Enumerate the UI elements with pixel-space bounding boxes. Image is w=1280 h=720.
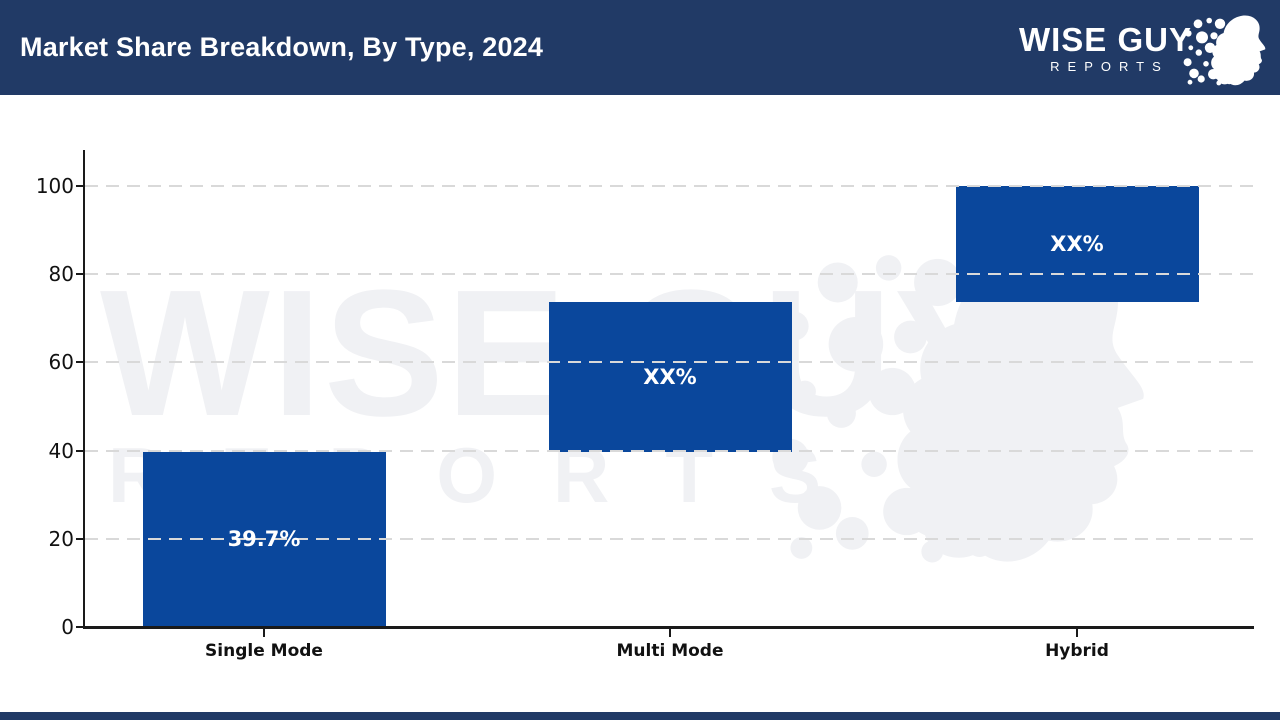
- bar-value-label: 39.7%: [227, 527, 301, 552]
- gridline: [85, 537, 1253, 540]
- x-tick-label: Hybrid: [1045, 641, 1109, 661]
- y-tick-label: 40: [48, 438, 74, 463]
- y-tick-label: 100: [35, 174, 74, 198]
- brand-subname: REPORTS: [1050, 58, 1169, 74]
- y-tick-label: 60: [48, 350, 74, 375]
- footer-bar: [0, 712, 1280, 720]
- brand-logo-text: WISE GUY REPORTS: [1019, 23, 1192, 73]
- y-tick-label: 0: [61, 615, 74, 639]
- x-tick-label: Multi Mode: [616, 641, 724, 661]
- x-tick-label: Single Mode: [205, 641, 323, 661]
- x-tick-mark: [669, 629, 671, 637]
- y-tick-mark: [76, 537, 83, 540]
- brand-logo: WISE GUY REPORTS: [1019, 7, 1270, 89]
- header-bar: Market Share Breakdown, By Type, 2024 WI…: [0, 0, 1280, 95]
- page-title: Market Share Breakdown, By Type, 2024: [20, 32, 544, 62]
- x-axis-line: [83, 626, 1254, 629]
- y-tick-mark: [76, 185, 83, 187]
- bar-value-label: XX%: [643, 364, 697, 389]
- bar-multi-mode: [548, 301, 792, 452]
- brand-face-icon: [1183, 15, 1266, 85]
- y-tick-mark: [76, 626, 83, 628]
- y-tick-mark: [76, 361, 83, 364]
- gridline: [85, 361, 1253, 364]
- y-axis-line: [83, 150, 85, 629]
- gridline: [85, 273, 1253, 276]
- bar-value-label: XX%: [1050, 231, 1104, 256]
- y-tick-mark: [76, 273, 83, 276]
- gridline: [85, 185, 1253, 187]
- y-tick-label: 20: [48, 526, 74, 551]
- brand-name: WISE GUY: [1018, 20, 1192, 58]
- gridline: [85, 449, 1253, 452]
- y-tick-label: 80: [48, 262, 74, 287]
- x-tick-mark: [1076, 629, 1078, 637]
- y-tick-mark: [76, 449, 83, 452]
- x-tick-mark: [263, 629, 265, 637]
